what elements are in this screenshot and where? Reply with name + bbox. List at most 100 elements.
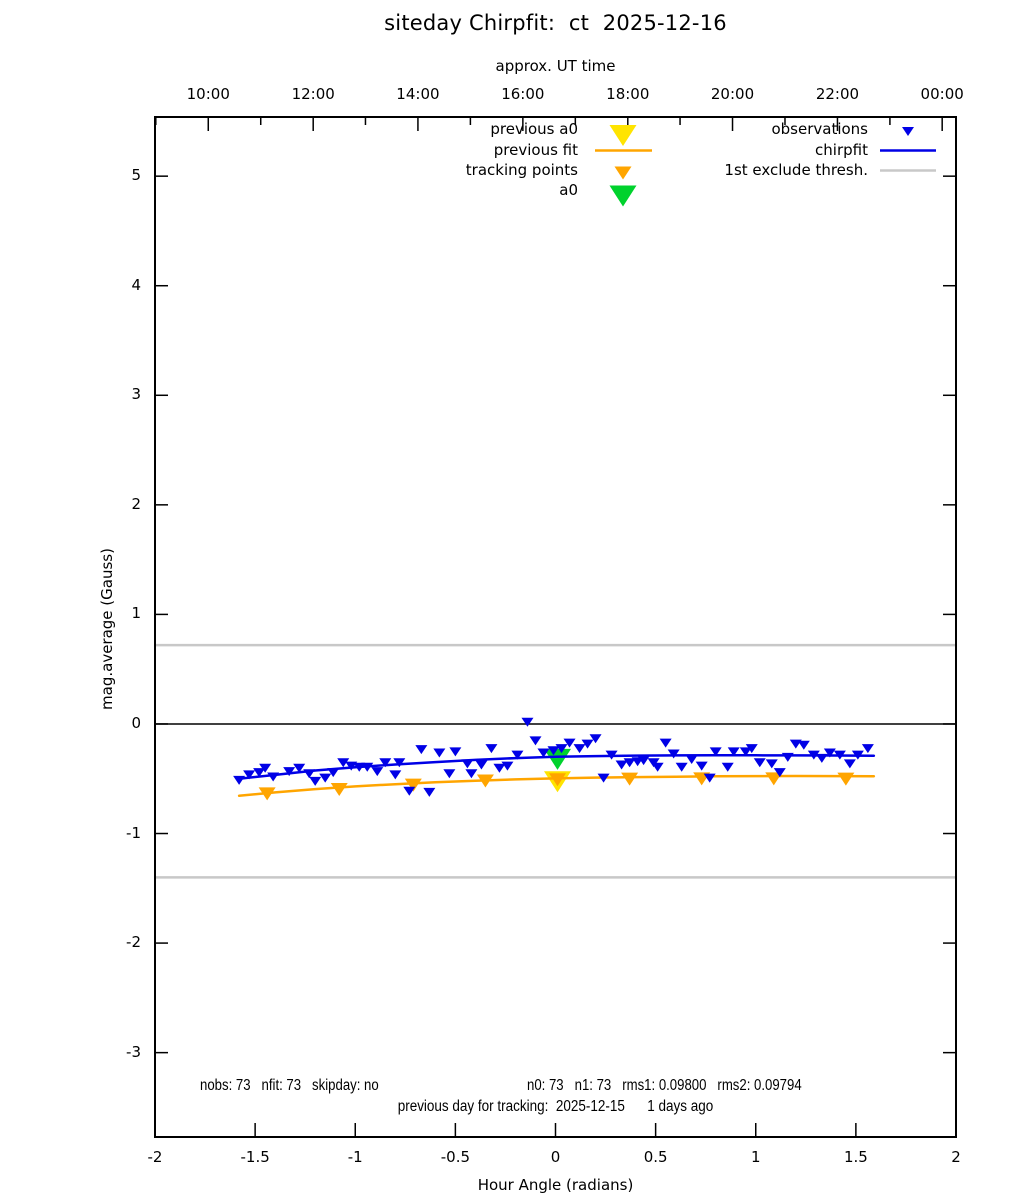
observations-marker bbox=[501, 761, 514, 771]
observations-marker bbox=[461, 759, 474, 769]
tracking points-marker bbox=[549, 773, 567, 787]
page-title: siteday Chirpfit: ct 2025-12-16 bbox=[384, 11, 727, 35]
legend-label-tracking-points: tracking points bbox=[465, 160, 578, 179]
observations-marker bbox=[253, 768, 266, 778]
observations-marker bbox=[745, 744, 758, 754]
tracking-points-series bbox=[258, 772, 855, 801]
observations-marker bbox=[267, 772, 280, 782]
observations-marker bbox=[485, 744, 498, 754]
observations-marker bbox=[739, 747, 752, 757]
observations-marker bbox=[781, 752, 794, 762]
observations-marker bbox=[309, 776, 322, 786]
x2-tick-label: 00:00 bbox=[920, 85, 964, 103]
observations-marker bbox=[797, 740, 810, 750]
observations-marker bbox=[605, 750, 618, 760]
observations-series bbox=[233, 717, 874, 797]
observations-marker bbox=[403, 786, 416, 796]
observations-marker bbox=[475, 760, 488, 770]
tracking points-marker bbox=[765, 772, 783, 786]
legend-marker bbox=[609, 125, 637, 146]
observations-marker bbox=[695, 761, 708, 771]
legend-marker-a0 bbox=[609, 185, 637, 207]
y-tick-label: 2 bbox=[131, 494, 141, 513]
observations-marker bbox=[773, 768, 786, 778]
stats-line2: previous day for tracking: 2025-12-15 1 … bbox=[397, 1098, 714, 1115]
observations-marker bbox=[259, 763, 272, 773]
observations-marker bbox=[581, 739, 594, 749]
observations-marker bbox=[371, 767, 384, 777]
observations-marker bbox=[521, 717, 534, 727]
observations-marker bbox=[753, 758, 766, 768]
chirpfit-series bbox=[237, 754, 876, 780]
observations-marker bbox=[651, 762, 664, 772]
observations-marker bbox=[637, 756, 650, 766]
tracking points-marker bbox=[330, 783, 348, 797]
observations-marker bbox=[573, 744, 586, 754]
legend-label-chirpfit: chirpfit bbox=[815, 140, 868, 159]
stats-line1-right: n0: 73 n1: 73 rms1: 0.09800 rms2: 0.0979… bbox=[527, 1077, 802, 1094]
observations-marker bbox=[493, 763, 506, 773]
x2-tick-label: 16:00 bbox=[501, 85, 545, 103]
observations-marker bbox=[547, 746, 560, 756]
x2-tick-label: 10:00 bbox=[186, 85, 230, 103]
chirpfit-line bbox=[237, 754, 876, 780]
x-tick-label: 0.5 bbox=[643, 1148, 668, 1166]
y-tick-label: 0 bbox=[131, 713, 141, 732]
observations-marker bbox=[537, 748, 550, 758]
legend-label-1st-exclude-thresh-: 1st exclude thresh. bbox=[724, 160, 868, 179]
y-tick-label: -3 bbox=[126, 1042, 141, 1061]
x2-tick-label: 20:00 bbox=[710, 85, 755, 103]
observations-marker bbox=[233, 775, 246, 785]
legend-label-a0: a0 bbox=[559, 180, 578, 199]
y-tick-label: 3 bbox=[131, 385, 141, 404]
observations-marker bbox=[589, 734, 602, 744]
observations-marker bbox=[353, 762, 366, 772]
observations-marker bbox=[511, 750, 524, 760]
observations-marker bbox=[337, 758, 350, 768]
x-axis-label: Hour Angle (radians) bbox=[477, 1176, 634, 1194]
observations-marker bbox=[623, 758, 636, 768]
x-tick-label: -1.5 bbox=[240, 1148, 270, 1166]
legend-marker bbox=[609, 185, 637, 207]
tracking points-marker bbox=[258, 787, 276, 801]
observations-marker bbox=[703, 773, 716, 783]
tracking points-marker bbox=[476, 774, 494, 788]
x2-tick-label: 18:00 bbox=[606, 85, 650, 103]
x-tick-label: 1 bbox=[750, 1148, 761, 1166]
y-tick-label: -1 bbox=[126, 823, 141, 842]
tracking points-marker bbox=[404, 778, 422, 792]
observations-marker bbox=[815, 753, 828, 763]
observations-marker bbox=[563, 738, 576, 748]
observations-marker bbox=[243, 770, 256, 780]
observations-marker bbox=[659, 738, 672, 748]
legend-label-previous-fit: previous fit bbox=[493, 140, 578, 159]
observations-marker bbox=[667, 749, 680, 759]
x-tick-label: 1.5 bbox=[843, 1148, 868, 1166]
observations-marker bbox=[303, 769, 316, 779]
x-tick-label: 0 bbox=[550, 1148, 561, 1166]
observations-marker bbox=[423, 787, 436, 797]
x2-tick-label: 14:00 bbox=[396, 85, 440, 103]
tracking points-marker bbox=[621, 772, 639, 786]
observations-marker bbox=[283, 767, 296, 777]
a0-series bbox=[544, 748, 572, 770]
observations-marker bbox=[293, 763, 306, 773]
observations-marker bbox=[319, 773, 332, 783]
observations-marker bbox=[389, 770, 402, 780]
y-tick-label: 5 bbox=[131, 166, 141, 185]
observations-marker bbox=[709, 747, 722, 757]
y-tick-label: 1 bbox=[131, 604, 141, 623]
observations-marker bbox=[433, 748, 446, 758]
observations-marker bbox=[327, 768, 340, 778]
legend-marker-observations bbox=[902, 127, 914, 136]
observations-marker bbox=[685, 755, 698, 765]
y-tick-label: -2 bbox=[126, 933, 141, 952]
stats-line1-left: nobs: 73 nfit: 73 skipday: no bbox=[200, 1077, 379, 1094]
observations-marker bbox=[727, 747, 740, 757]
observations-marker bbox=[529, 736, 542, 746]
x2-tick-label: 22:00 bbox=[815, 85, 860, 103]
x2-tick-label: 12:00 bbox=[291, 85, 335, 103]
legend-label-previous-a0: previous a0 bbox=[490, 120, 578, 138]
